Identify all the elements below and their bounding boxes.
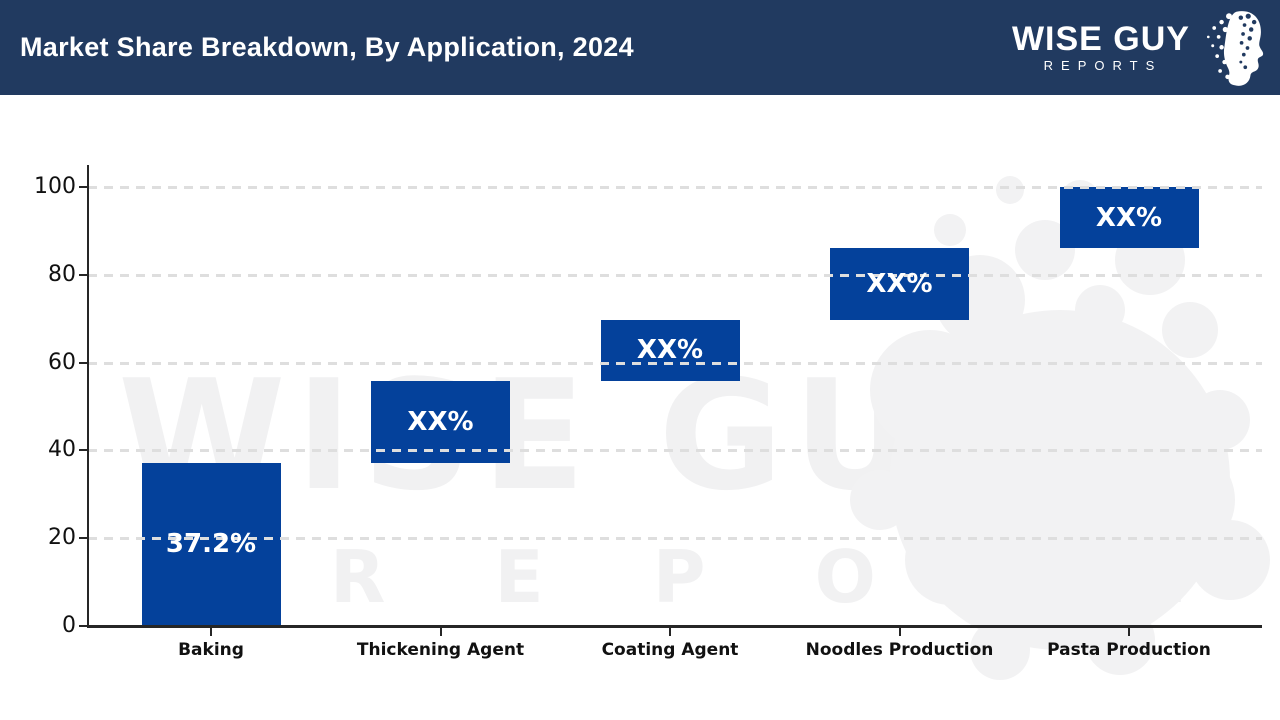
bar-value-label: XX% (866, 269, 933, 300)
waterfall-bar-noodles-production (830, 248, 969, 320)
y-gridline (88, 537, 1262, 541)
logo-wordmark: WISE GUY REPORTS (1011, 19, 1190, 74)
y-axis-tick-label: 100 (34, 174, 76, 199)
y-axis-tick (79, 625, 87, 627)
x-axis-category-label: Noodles Production (805, 640, 994, 660)
watermark-dot (1190, 390, 1250, 450)
y-gridline (88, 186, 1262, 189)
y-axis-tick (79, 361, 87, 364)
watermark-dot (905, 515, 995, 605)
x-axis-tick (210, 627, 212, 636)
watermark-dot (975, 385, 1045, 455)
watermark-dot (934, 214, 966, 246)
x-axis-tick (669, 627, 671, 636)
y-axis-tick-label: 0 (62, 613, 76, 638)
waterfall-bar-coating-agent (600, 319, 740, 382)
logo-line1: WISE GUY (1011, 19, 1190, 58)
dotted-profile-head-icon (1206, 10, 1264, 86)
x-axis-tick (898, 627, 901, 636)
y-gridline (88, 361, 1262, 365)
x-axis-tick (439, 627, 442, 636)
watermark-dot (1075, 285, 1125, 335)
waterfall-chart: 0 20 40 60 80 100 37.2% Baking XX% Thickening Age… (0, 95, 1280, 720)
chart-card: WISE GUY R E P O R T S 02040608010037.2%… (0, 95, 1280, 720)
bar-value-label: XX% (636, 335, 704, 366)
logo-line2: REPORTS (1043, 58, 1163, 74)
y-axis-tick (79, 537, 87, 540)
y-axis-tick-label: 60 (48, 349, 76, 375)
y-axis-line (87, 165, 89, 628)
header-bar: Market Share Breakdown, By Application, … (0, 0, 1280, 95)
y-axis-tick (79, 186, 87, 188)
y-gridline (88, 273, 1262, 277)
watermark-dot (850, 470, 910, 530)
x-axis-category-label: Pasta Production (1047, 640, 1211, 660)
wiseguy-logo: WISE GUY REPORTS (1012, 5, 1266, 91)
x-axis-category-label: Coating Agent (601, 640, 739, 660)
x-axis-tick (1128, 627, 1130, 636)
waterfall-bar-baking (141, 462, 281, 626)
watermark-dot (870, 330, 990, 450)
watermark-dot (1162, 302, 1218, 358)
waterfall-bar-thickening-agent (371, 381, 510, 463)
bar-value-label: 37.2% (165, 529, 257, 560)
x-axis-category-label: Baking (178, 640, 244, 660)
y-axis-tick-label: 40 (48, 437, 76, 463)
y-axis-tick (79, 273, 87, 276)
y-axis-tick-label: 20 (48, 525, 76, 551)
waterfall-bar-pasta-production (1059, 187, 1199, 249)
bar-value-label: XX% (407, 406, 474, 437)
y-gridline (88, 449, 1262, 453)
watermark-dot (970, 620, 1030, 680)
x-axis-line (88, 625, 1262, 628)
watermark-dot (1190, 520, 1270, 600)
bar-value-label: XX% (1095, 202, 1163, 233)
y-axis-tick (79, 449, 87, 452)
watermark-dot (1085, 605, 1155, 675)
x-axis-category-label: Thickening Agent (356, 640, 525, 660)
watermark-dot (996, 176, 1024, 204)
page-title: Market Share Breakdown, By Application, … (20, 32, 634, 62)
y-axis-tick-label: 80 (48, 261, 76, 287)
watermark-dot (1090, 380, 1170, 460)
